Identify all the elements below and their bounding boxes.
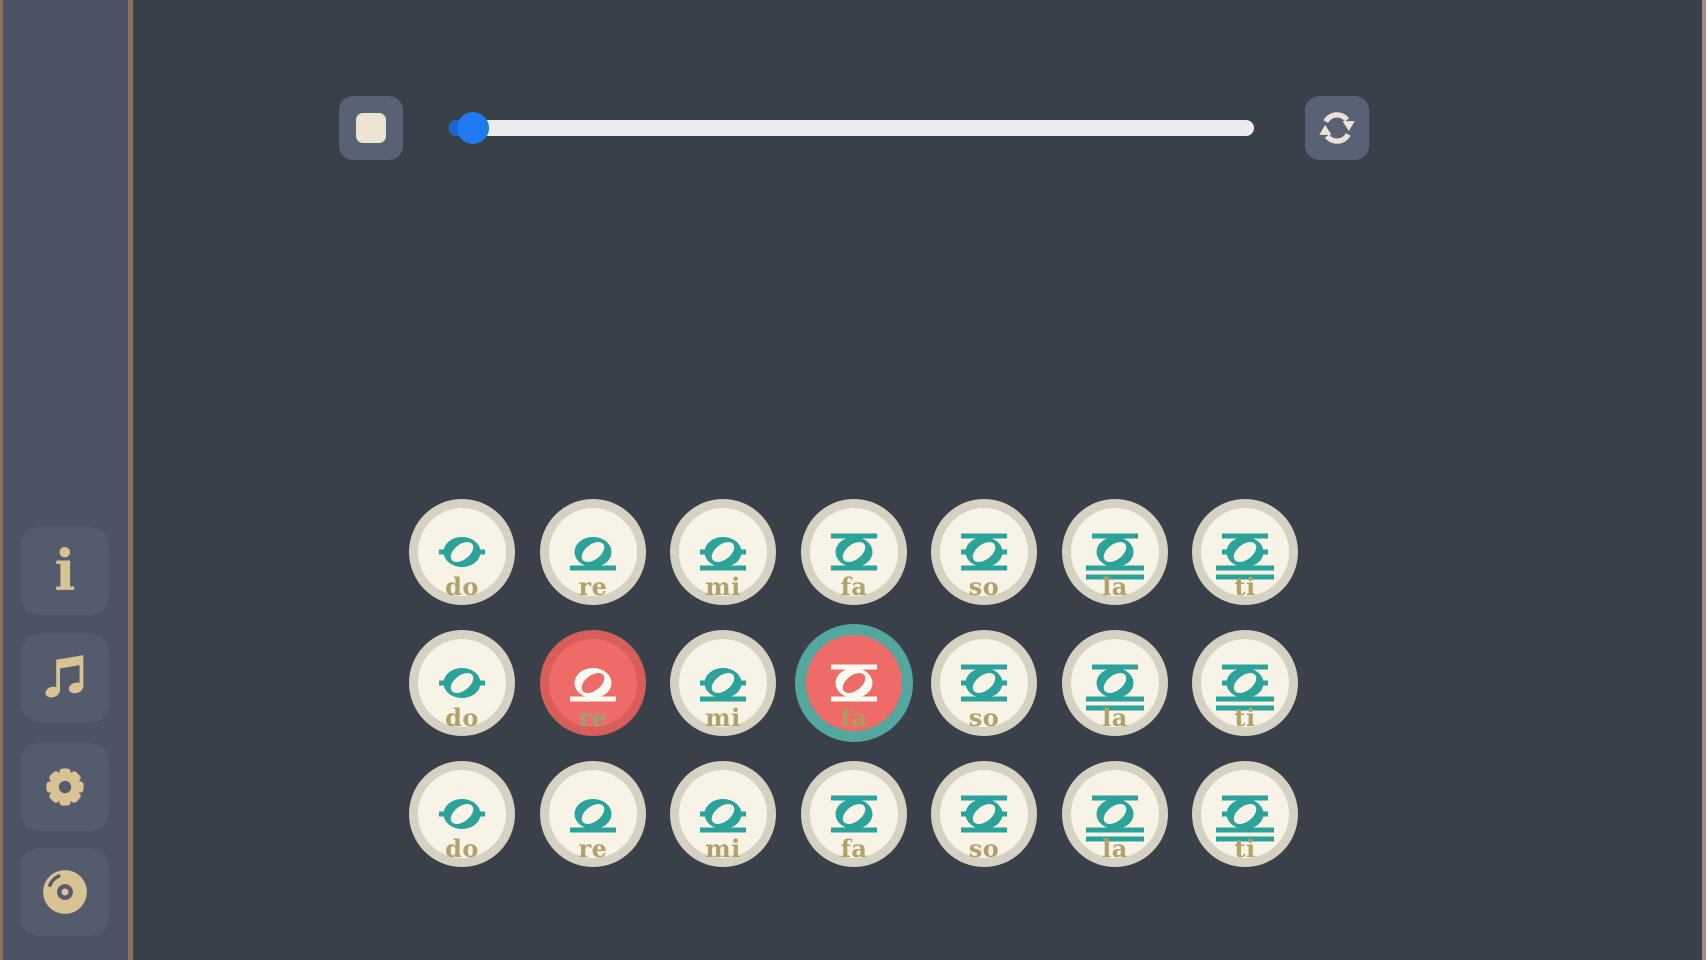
gear-icon [46,768,84,806]
sidebar-button-music[interactable] [21,634,109,722]
note-label: fa [840,703,868,732]
note-label: la [1102,572,1128,601]
note-button-mi-row3[interactable]: mi [670,761,776,867]
note-label: do [445,834,479,863]
note-label: fa [840,572,868,601]
note-button-re-row2[interactable]: re [540,630,646,736]
note-button-so-row3[interactable]: so [931,761,1037,867]
note-button-la-row1[interactable]: la [1062,499,1168,605]
note-button-ti-row3[interactable]: ti [1192,761,1298,867]
sidebar-button-record[interactable] [21,848,109,936]
note-label: ti [1234,572,1256,601]
stop-button[interactable] [339,96,403,160]
note-label: ti [1234,834,1256,863]
note-label: do [445,572,479,601]
slider-thumb[interactable] [456,112,489,144]
vinyl-record-icon [43,870,87,914]
whole-note-icon [700,537,746,571]
progress-slider-track[interactable] [449,120,1254,136]
whole-note-icon [831,533,877,571]
note-label: mi [705,703,741,732]
sidebar-button-info[interactable]: i [21,527,109,615]
stop-icon [356,113,386,143]
screen-right-border [1702,0,1706,960]
whole-note-icon [570,799,616,833]
whole-note-icon [961,533,1007,571]
note-label: la [1102,703,1128,732]
whole-note-icon [700,668,746,702]
note-button-do-row3[interactable]: do [409,761,515,867]
refresh-icon [1319,112,1355,144]
music-note-icon [45,655,84,698]
note-button-fa-row2[interactable]: fa [795,624,913,742]
note-button-so-row1[interactable]: so [931,499,1037,605]
note-button-la-row2[interactable]: la [1062,630,1168,736]
note-button-fa-row3[interactable]: fa [801,761,907,867]
whole-note-icon [831,664,877,702]
note-label: fa [840,834,868,863]
note-button-mi-row2[interactable]: mi [670,630,776,736]
sidebar: i [0,0,133,960]
whole-note-icon [570,537,616,571]
note-button-la-row3[interactable]: la [1062,761,1168,867]
whole-note-icon [700,799,746,833]
note-label: ti [1234,703,1256,732]
whole-note-icon [1086,795,1144,842]
sidebar-button-settings[interactable] [21,743,109,831]
note-label: re [578,834,608,863]
note-button-mi-row1[interactable]: mi [670,499,776,605]
whole-note-icon [961,664,1007,702]
whole-note-icon [831,795,877,833]
note-button-ti-row1[interactable]: ti [1192,499,1298,605]
whole-note-icon [1216,533,1274,580]
note-label: re [578,572,608,601]
note-label: mi [705,572,741,601]
note-button-re-row1[interactable]: re [540,499,646,605]
note-button-do-row2[interactable]: do [409,630,515,736]
repeat-button[interactable] [1305,96,1369,160]
note-label: so [968,834,1000,863]
note-label: mi [705,834,741,863]
note-label: re [578,703,608,732]
note-label: so [968,572,1000,601]
note-button-ti-row2[interactable]: ti [1192,630,1298,736]
whole-note-icon [570,668,616,702]
note-label: so [968,703,1000,732]
whole-note-icon [439,537,485,567]
note-label: la [1102,834,1128,863]
note-button-fa-row1[interactable]: fa [801,499,907,605]
whole-note-icon [1216,664,1274,711]
note-button-so-row2[interactable]: so [931,630,1037,736]
whole-note-icon [1216,795,1274,842]
info-icon: i [54,538,76,604]
note-label: do [445,703,479,732]
note-button-re-row3[interactable]: re [540,761,646,867]
whole-note-icon [1086,664,1144,711]
whole-note-icon [1086,533,1144,580]
whole-note-icon [961,795,1007,833]
whole-note-icon [439,799,485,829]
note-button-do-row1[interactable]: do [409,499,515,605]
whole-note-icon [439,668,485,698]
